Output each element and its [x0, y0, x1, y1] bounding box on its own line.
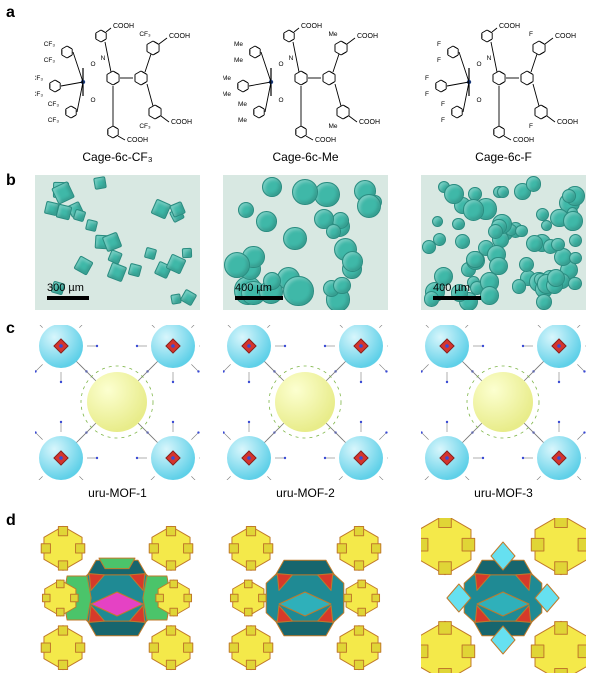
- micro-canvas-1: 300 µm: [35, 175, 200, 310]
- svg-text:O: O: [476, 61, 481, 68]
- panel-label-c: c: [6, 320, 15, 338]
- svg-text:Me: Me: [234, 57, 243, 64]
- svg-text:COOH: COOH: [127, 137, 148, 144]
- svg-text:COOH: COOH: [357, 33, 378, 40]
- svg-text:COOH: COOH: [555, 33, 576, 40]
- svg-text:Me: Me: [223, 75, 231, 82]
- svg-text:N: N: [289, 55, 294, 62]
- svg-text:O: O: [476, 97, 481, 104]
- svg-text:O: O: [90, 97, 95, 104]
- panel-label-a: a: [6, 4, 15, 22]
- cage-structure-1: CF₃ CF₃ CF₃ CF₃ CF₃ CF₃ COOH CF₃ COOH CF₃ COOH COOH…: [35, 10, 200, 145]
- svg-text:F: F: [425, 91, 429, 98]
- svg-text:Me: Me: [238, 117, 247, 124]
- micrograph-3: 400 µm: [421, 175, 586, 310]
- topology-3: [421, 518, 586, 673]
- svg-text:Me: Me: [234, 41, 243, 48]
- pore-structure-3: [421, 325, 586, 480]
- cage-caption-1: Cage-6c-CF₃: [35, 150, 200, 164]
- svg-text:Me: Me: [328, 31, 337, 38]
- svg-text:Me: Me: [223, 91, 231, 98]
- svg-text:COOH: COOH: [301, 23, 322, 30]
- svg-text:COOH: COOH: [499, 23, 520, 30]
- micrograph-1: 300 µm: [35, 175, 200, 310]
- svg-text:CF₃: CF₃: [139, 123, 151, 130]
- svg-text:O: O: [278, 97, 283, 104]
- svg-text:F: F: [437, 41, 441, 48]
- svg-text:COOH: COOH: [315, 137, 336, 144]
- svg-text:F: F: [441, 101, 445, 108]
- svg-text:O: O: [278, 61, 283, 68]
- svg-text:COOH: COOH: [113, 23, 134, 30]
- topology-2: [223, 518, 388, 673]
- svg-text:CF₃: CF₃: [44, 41, 56, 48]
- svg-text:F: F: [425, 75, 429, 82]
- svg-text:COOH: COOH: [171, 119, 192, 126]
- svg-text:F: F: [529, 31, 533, 38]
- svg-text:CF₃: CF₃: [35, 75, 43, 82]
- svg-text:Me: Me: [328, 123, 337, 130]
- pore-structure-1: [35, 325, 200, 480]
- svg-text:F: F: [441, 117, 445, 124]
- panel-label-b: b: [6, 172, 16, 190]
- svg-text:O: O: [90, 61, 95, 68]
- svg-text:N: N: [487, 55, 492, 62]
- micro-canvas-2: 400 µm: [223, 175, 388, 310]
- svg-text:F: F: [437, 57, 441, 64]
- svg-text:COOH: COOH: [359, 119, 380, 126]
- panel-label-d: d: [6, 512, 16, 530]
- svg-text:CF₃: CF₃: [139, 31, 151, 38]
- svg-text:COOH: COOH: [169, 33, 190, 40]
- svg-text:CF₃: CF₃: [48, 117, 60, 124]
- cage-structure-2: MeMeMeMeMeMeCOOHMeCOOHMeCOOHCOOHOON: [223, 10, 388, 145]
- cage-caption-2: Cage-6c-Me: [223, 150, 388, 164]
- svg-text:N: N: [101, 55, 106, 62]
- svg-text:Me: Me: [238, 101, 247, 108]
- svg-text:COOH: COOH: [513, 137, 534, 144]
- micro-canvas-3: 400 µm: [421, 175, 586, 310]
- svg-text:CF₃: CF₃: [44, 57, 56, 64]
- pore-structure-2: [223, 325, 388, 480]
- cage-caption-3: Cage-6c-F: [421, 150, 586, 164]
- mof-caption-2: uru-MOF-2: [223, 486, 388, 500]
- topology-1: [35, 518, 200, 673]
- micrograph-2: 400 µm: [223, 175, 388, 310]
- mof-caption-3: uru-MOF-3: [421, 486, 586, 500]
- svg-text:CF₃: CF₃: [48, 101, 60, 108]
- svg-text:CF₃: CF₃: [35, 91, 43, 98]
- svg-text:COOH: COOH: [557, 119, 578, 126]
- svg-text:F: F: [529, 123, 533, 130]
- mof-caption-1: uru-MOF-1: [35, 486, 200, 500]
- cage-structure-3: FFFFFFCOOHFCOOHFCOOHCOOHOON: [421, 10, 586, 145]
